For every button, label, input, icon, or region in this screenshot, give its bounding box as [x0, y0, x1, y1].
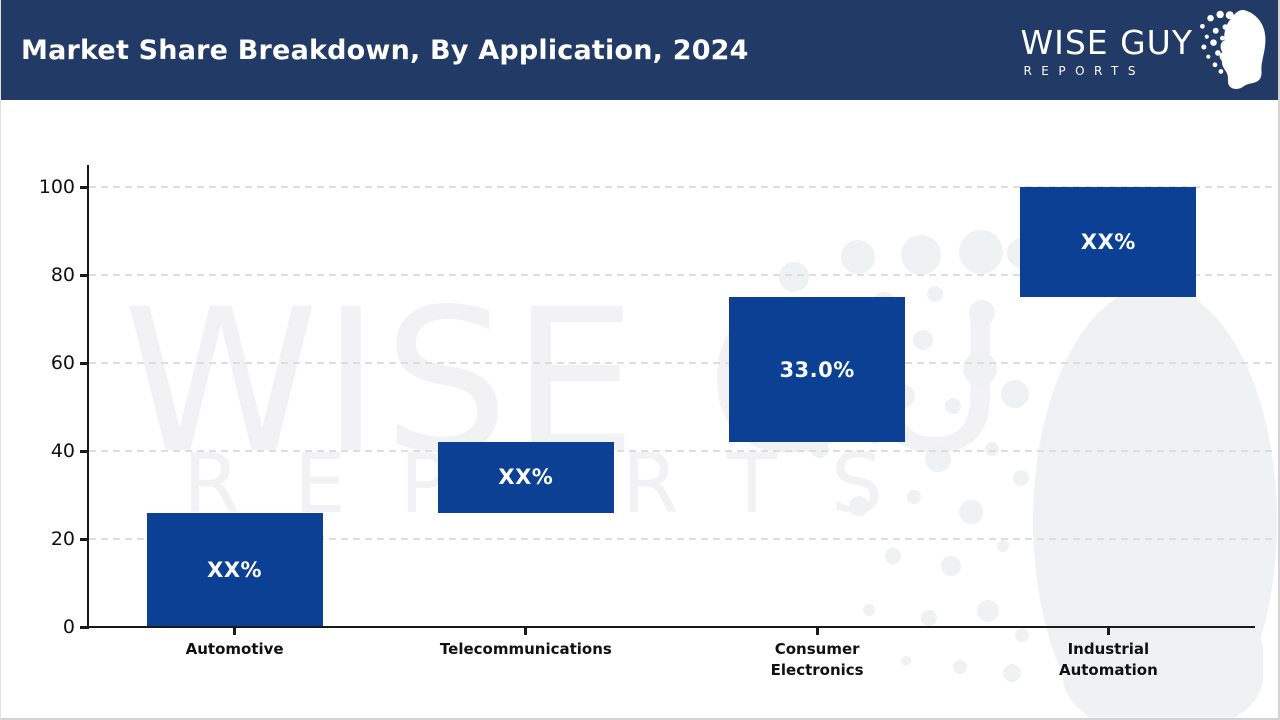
bar-consumer-electronics: 33.0%	[729, 297, 906, 443]
x-axis	[86, 625, 1255, 628]
gridline-40	[89, 450, 1273, 452]
logo-text: WISE GUY REPORTS	[1020, 26, 1193, 78]
logo-primary-text: WISE GUY	[1020, 23, 1193, 63]
y-tick-mark-80	[80, 273, 89, 277]
x-category-label-2: Consumer Electronics	[770, 640, 864, 679]
x-tick-mark-3	[1106, 628, 1110, 635]
dotted-face-icon	[1200, 9, 1266, 89]
x-tick-mark-1	[524, 628, 528, 635]
y-tick-label-100: 100	[38, 176, 75, 198]
y-tick-mark-20	[80, 537, 89, 541]
gridline-20	[89, 538, 1273, 540]
y-axis	[86, 165, 89, 628]
bar-value-label: XX%	[1080, 230, 1136, 254]
bar-automotive: XX%	[146, 512, 323, 627]
gridline-60	[89, 362, 1273, 364]
page-title: Market Share Breakdown, By Application, …	[21, 34, 749, 66]
y-tick-label-80: 80	[50, 264, 75, 286]
x-category-label-3: Industrial Automation	[1058, 640, 1158, 679]
y-tick-label-0: 0	[62, 616, 75, 638]
bar-industrial-automation: XX%	[1020, 187, 1197, 297]
gridline-80	[89, 274, 1273, 276]
y-tick-mark-60	[80, 361, 89, 365]
y-tick-mark-40	[80, 449, 89, 453]
x-category-label-1: Telecommunications	[439, 640, 612, 658]
y-tick-label-20: 20	[50, 528, 75, 550]
y-tick-label-40: 40	[50, 440, 75, 462]
logo-secondary-text: REPORTS	[1023, 63, 1145, 78]
bar-value-label: XX%	[207, 557, 263, 582]
bar-telecommunications: XX%	[437, 442, 614, 513]
gridline-100	[89, 186, 1273, 188]
bar-value-label: XX%	[498, 465, 554, 490]
x-tick-mark-2	[815, 628, 819, 635]
x-tick-mark-0	[233, 628, 237, 635]
wiseguy-logo: WISE GUY REPORTS	[1020, 6, 1269, 94]
y-tick-mark-100	[80, 185, 89, 189]
x-category-label-0: Automotive	[185, 640, 284, 658]
bar-value-label: 33.0%	[779, 357, 855, 382]
header: Market Share Breakdown, By Application, …	[1, 0, 1278, 100]
y-tick-label-60: 60	[50, 352, 75, 374]
y-tick-mark-0	[80, 625, 89, 629]
